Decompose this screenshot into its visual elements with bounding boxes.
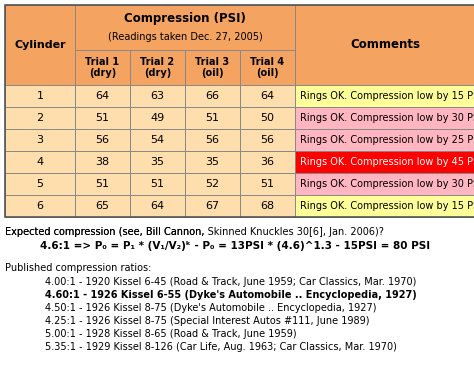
Bar bbox=[130, 173, 185, 195]
Text: 36: 36 bbox=[261, 157, 274, 167]
Text: Trial 1
(dry): Trial 1 (dry) bbox=[85, 57, 119, 78]
Bar bbox=[5, 5, 75, 85]
Text: 4: 4 bbox=[36, 157, 44, 167]
Bar bbox=[5, 107, 75, 129]
Text: 51: 51 bbox=[151, 179, 164, 189]
Text: 5.00:1 - 1928 Kissel 8-65 (Road & Track, June 1959): 5.00:1 - 1928 Kissel 8-65 (Road & Track,… bbox=[45, 329, 297, 339]
Text: 51: 51 bbox=[261, 179, 274, 189]
Text: Comments: Comments bbox=[350, 38, 420, 52]
Text: 67: 67 bbox=[205, 201, 219, 211]
Bar bbox=[130, 50, 185, 85]
Bar bbox=[5, 151, 75, 173]
Text: 64: 64 bbox=[95, 91, 109, 101]
Bar bbox=[5, 85, 75, 107]
Text: 3: 3 bbox=[36, 135, 44, 145]
Bar bbox=[5, 195, 75, 217]
Text: 1: 1 bbox=[36, 91, 44, 101]
Text: 6: 6 bbox=[36, 201, 44, 211]
Bar bbox=[75, 85, 130, 107]
Bar bbox=[130, 129, 185, 151]
Bar bbox=[295, 129, 474, 151]
Bar bbox=[5, 129, 75, 151]
Text: 4.50:1 - 1926 Kissel 8-75 (Dyke's Automobile .. Encyclopedia, 1927): 4.50:1 - 1926 Kissel 8-75 (Dyke's Automo… bbox=[45, 303, 376, 313]
Bar bbox=[75, 195, 130, 217]
Bar bbox=[75, 107, 130, 129]
Bar bbox=[240, 107, 295, 129]
Bar bbox=[295, 151, 474, 173]
Text: 56: 56 bbox=[206, 135, 219, 145]
Bar bbox=[240, 195, 295, 217]
Bar bbox=[75, 5, 295, 50]
Bar bbox=[185, 151, 240, 173]
Text: 50: 50 bbox=[261, 113, 274, 123]
Text: 65: 65 bbox=[95, 201, 109, 211]
Text: Rings OK. Compression low by 15 PSI.: Rings OK. Compression low by 15 PSI. bbox=[300, 91, 474, 101]
Text: 2: 2 bbox=[36, 113, 44, 123]
Bar bbox=[185, 129, 240, 151]
Text: 51: 51 bbox=[95, 179, 109, 189]
Text: Trial 2
(dry): Trial 2 (dry) bbox=[140, 57, 174, 78]
Text: 49: 49 bbox=[150, 113, 164, 123]
Bar bbox=[295, 107, 474, 129]
Bar bbox=[75, 151, 130, 173]
Bar bbox=[130, 107, 185, 129]
Text: 35: 35 bbox=[206, 157, 219, 167]
Bar bbox=[185, 195, 240, 217]
Text: Expected compression (see, Bill Cannon,: Expected compression (see, Bill Cannon, bbox=[5, 227, 208, 237]
Bar bbox=[295, 85, 474, 107]
Text: 68: 68 bbox=[260, 201, 274, 211]
Text: Rings OK. Compression low by 15 PSI.: Rings OK. Compression low by 15 PSI. bbox=[300, 201, 474, 211]
Text: 54: 54 bbox=[150, 135, 164, 145]
Text: 51: 51 bbox=[95, 113, 109, 123]
Text: 56: 56 bbox=[95, 135, 109, 145]
Bar bbox=[75, 50, 130, 85]
Text: 35: 35 bbox=[151, 157, 164, 167]
Bar bbox=[295, 195, 474, 217]
Text: 38: 38 bbox=[95, 157, 109, 167]
Bar bbox=[240, 50, 295, 85]
Text: 4.6:1 => P₀ = P₁ * (V₁/V₂)ᵏ - P₀ = 13PSI * (4.6)^1.3 - 15PSI = 80 PSI: 4.6:1 => P₀ = P₁ * (V₁/V₂)ᵏ - P₀ = 13PSI… bbox=[40, 241, 430, 251]
Bar bbox=[185, 107, 240, 129]
Bar bbox=[295, 173, 474, 195]
Text: 5.35:1 - 1929 Kissel 8-126 (Car Life, Aug. 1963; Car Classics, Mar. 1970): 5.35:1 - 1929 Kissel 8-126 (Car Life, Au… bbox=[45, 342, 397, 352]
Text: Trial 4
(oil): Trial 4 (oil) bbox=[250, 57, 284, 78]
Bar bbox=[130, 85, 185, 107]
Bar bbox=[75, 173, 130, 195]
Text: (Readings taken Dec. 27, 2005): (Readings taken Dec. 27, 2005) bbox=[108, 32, 263, 42]
Text: 4.00:1 - 1920 Kissel 6-45 (Road & Track, June 1959; Car Classics, Mar. 1970): 4.00:1 - 1920 Kissel 6-45 (Road & Track,… bbox=[45, 277, 416, 287]
Bar bbox=[130, 195, 185, 217]
Text: Trial 3
(oil): Trial 3 (oil) bbox=[195, 57, 229, 78]
Bar bbox=[240, 173, 295, 195]
Text: 64: 64 bbox=[150, 201, 164, 211]
Text: 63: 63 bbox=[151, 91, 164, 101]
Text: Published compression ratios:: Published compression ratios: bbox=[5, 263, 151, 273]
Bar bbox=[185, 50, 240, 85]
Text: 56: 56 bbox=[261, 135, 274, 145]
Text: Rings OK. Compression low by 30 PSI.: Rings OK. Compression low by 30 PSI. bbox=[300, 179, 474, 189]
Bar bbox=[75, 129, 130, 151]
Text: Compression (PSI): Compression (PSI) bbox=[124, 12, 246, 25]
Text: 51: 51 bbox=[206, 113, 219, 123]
Bar bbox=[185, 173, 240, 195]
Text: 5: 5 bbox=[36, 179, 44, 189]
Bar bbox=[130, 151, 185, 173]
Text: Rings OK. Compression low by 45 PSI!: Rings OK. Compression low by 45 PSI! bbox=[300, 157, 474, 167]
Text: 52: 52 bbox=[205, 179, 219, 189]
Bar bbox=[185, 85, 240, 107]
Text: Rings OK. Compression low by 30 PSI.: Rings OK. Compression low by 30 PSI. bbox=[300, 113, 474, 123]
Text: 4.25:1 - 1926 Kissel 8-75 (Special Interest Autos #111, June 1989): 4.25:1 - 1926 Kissel 8-75 (Special Inter… bbox=[45, 316, 370, 326]
Bar bbox=[240, 129, 295, 151]
Text: Rings OK. Compression low by 25 PSI.: Rings OK. Compression low by 25 PSI. bbox=[300, 135, 474, 145]
Bar bbox=[295, 5, 474, 85]
Bar bbox=[240, 85, 295, 107]
Bar bbox=[5, 173, 75, 195]
Text: 4.60:1 - 1926 Kissel 6-55 (Dyke's Automobile .. Encyclopedia, 1927): 4.60:1 - 1926 Kissel 6-55 (Dyke's Automo… bbox=[45, 290, 417, 300]
Text: 66: 66 bbox=[206, 91, 219, 101]
Bar bbox=[240, 151, 295, 173]
Text: Expected compression (see, Bill Cannon, Skinned Knuckles 30[6], Jan. 2006)?: Expected compression (see, Bill Cannon, … bbox=[5, 227, 384, 237]
Text: Cylinder: Cylinder bbox=[14, 40, 66, 50]
Text: 64: 64 bbox=[260, 91, 274, 101]
Bar bbox=[5, 5, 474, 217]
